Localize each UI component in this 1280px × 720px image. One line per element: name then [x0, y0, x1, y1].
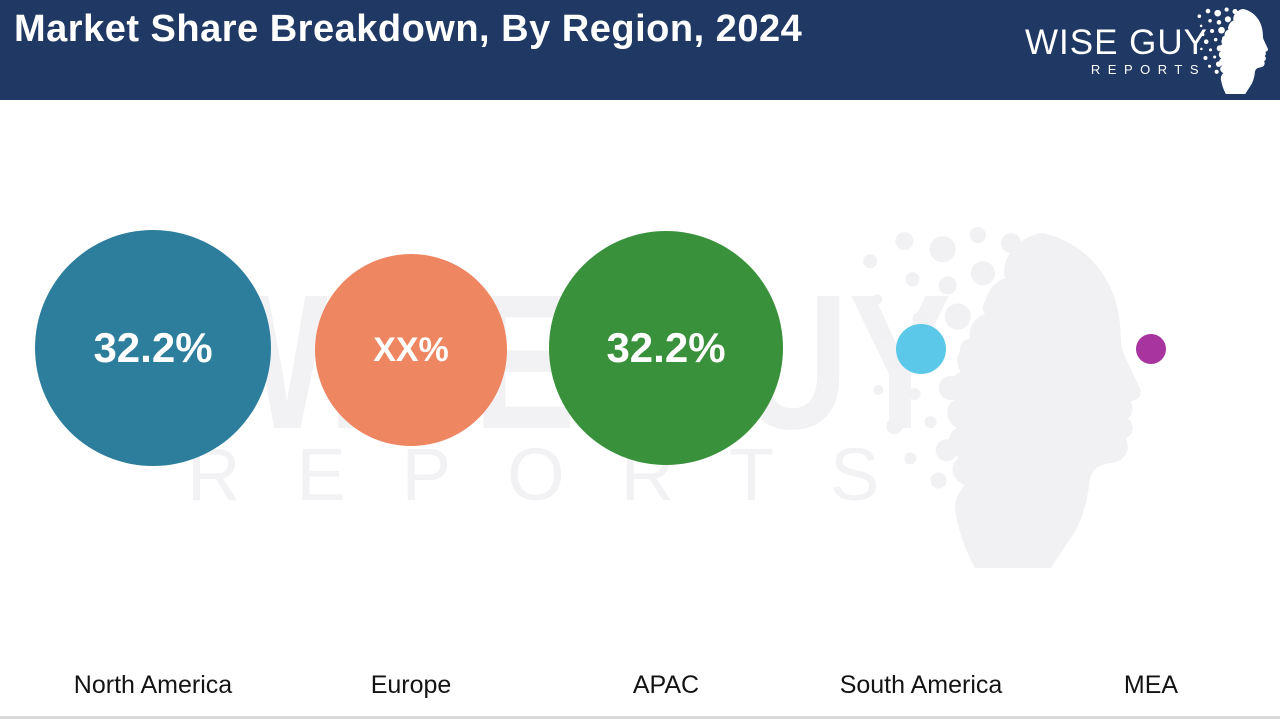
bubble-north-america: 32.2% — [35, 230, 271, 466]
brand-subtitle: REPORTS — [1090, 61, 1206, 77]
bubble-value-north-america: 32.2% — [93, 324, 213, 371]
category-label-apac: APAC — [632, 671, 700, 699]
category-label-europe: Europe — [370, 671, 452, 699]
bubble-south-america — [896, 324, 946, 374]
brand-logo-text: WISE GUY REPORTS — [1025, 25, 1208, 76]
category-label-mea: MEA — [1123, 671, 1179, 699]
bubble-value-apac: 32.2% — [606, 324, 726, 371]
bubble-value-europe: XX% — [373, 330, 449, 369]
category-label-south-america: South America — [839, 671, 1003, 699]
page-title: Market Share Breakdown, By Region, 2024 — [14, 8, 803, 50]
brand-logo: WISE GUY REPORTS — [1025, 4, 1274, 96]
bubble-europe: XX% — [315, 254, 507, 446]
category-label-north-america: North America — [73, 671, 233, 699]
header: Market Share Breakdown, By Region, 2024 … — [0, 0, 1280, 100]
brand-name: WISE GUY — [1024, 22, 1208, 62]
watermark-reports-text: REPORTS — [187, 433, 936, 516]
bubble-apac: 32.2% — [549, 231, 783, 465]
bubble-mea — [1136, 334, 1166, 364]
bottom-rule — [0, 716, 1280, 719]
